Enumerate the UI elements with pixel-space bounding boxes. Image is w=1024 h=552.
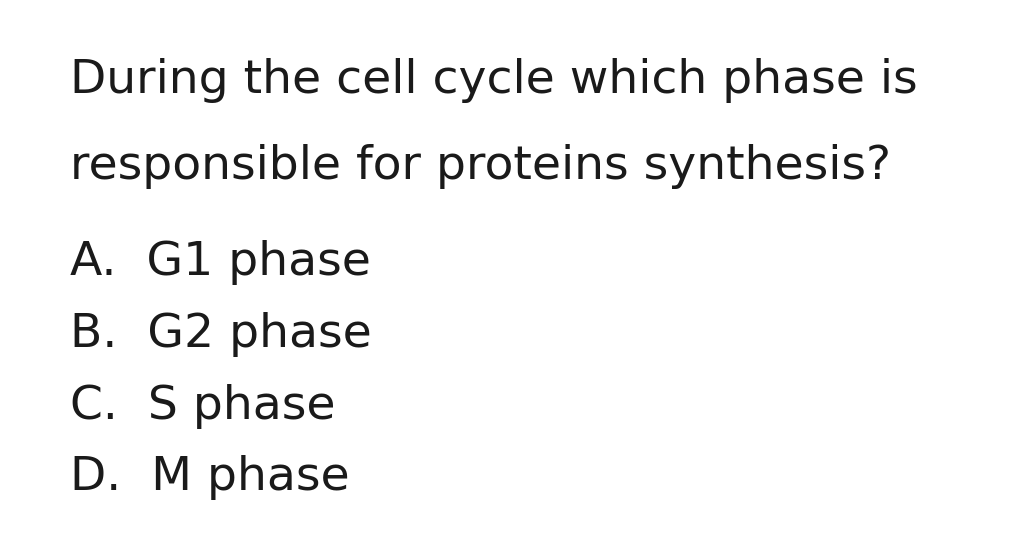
Text: B.  G2 phase: B. G2 phase <box>70 312 372 357</box>
Text: responsible for proteins synthesis?: responsible for proteins synthesis? <box>70 144 891 189</box>
Text: D.  M phase: D. M phase <box>70 455 349 501</box>
Text: During the cell cycle which phase is: During the cell cycle which phase is <box>70 58 918 103</box>
Text: A.  G1 phase: A. G1 phase <box>70 240 371 285</box>
Text: C.  S phase: C. S phase <box>70 384 335 429</box>
